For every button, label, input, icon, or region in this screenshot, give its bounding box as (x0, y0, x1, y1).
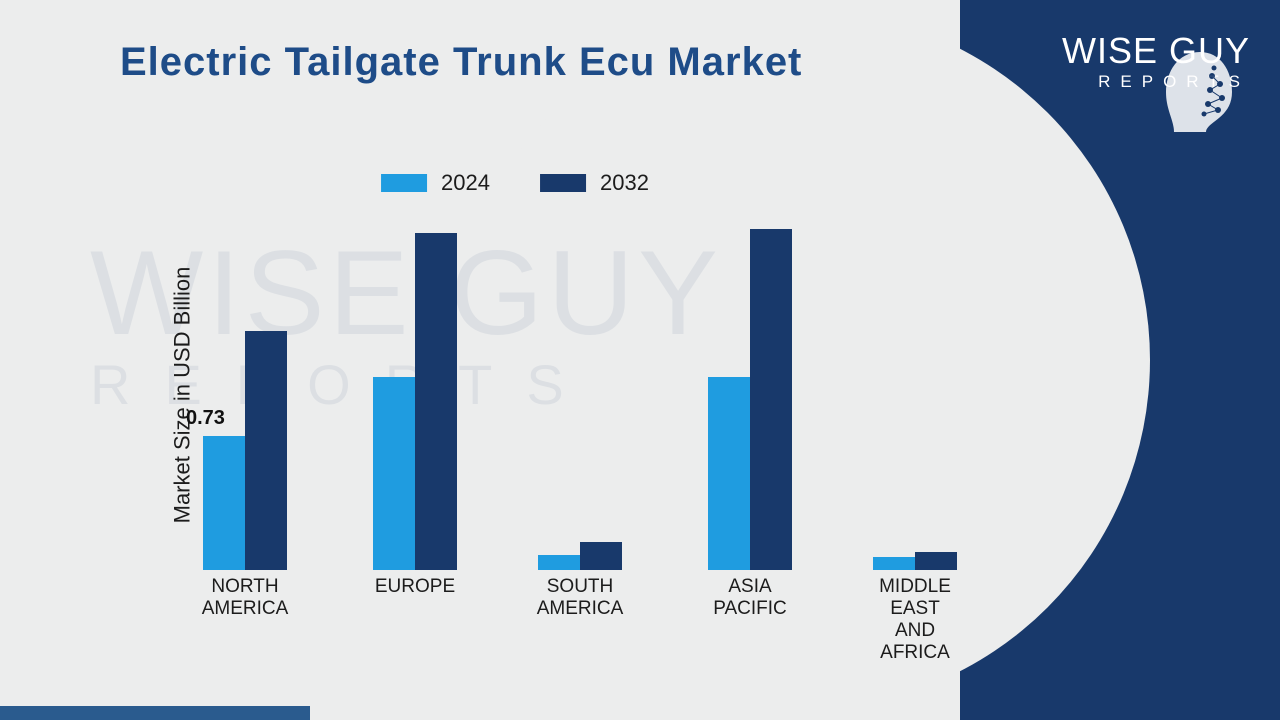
bar-chart: Market Size in USD Billion 2024 2032 NOR… (90, 180, 940, 610)
bar-2032-south_america (580, 542, 622, 570)
brand-head-icon (1160, 48, 1240, 138)
bar-2032-meaf (915, 552, 957, 570)
bar-group-asia_pacific: ASIA PACIFIC (685, 220, 815, 570)
bar-2024-meaf (873, 557, 915, 570)
bar-2024-asia_pacific (708, 377, 750, 570)
legend-swatch-2032 (540, 174, 586, 192)
category-label-south_america: SOUTH AMERICA (510, 570, 650, 620)
bar-group-south_america: SOUTH AMERICA (515, 220, 645, 570)
bar-group-europe: EUROPE (350, 220, 480, 570)
legend-label-2032: 2032 (600, 170, 649, 196)
legend-item-2024: 2024 (381, 170, 490, 196)
bar-2032-europe (415, 233, 457, 570)
bar-2032-asia_pacific (750, 229, 792, 570)
category-label-meaf: MIDDLE EAST AND AFRICA (845, 570, 985, 663)
bottom-accent-bar (0, 706, 310, 720)
bar-2032-north_america (245, 331, 287, 570)
category-label-north_america: NORTH AMERICA (175, 570, 315, 620)
chart-legend: 2024 2032 (381, 170, 649, 196)
chart-plot-area: NORTH AMERICA0.73 EUROPE SOUTH AMERICA ASIA… (150, 220, 940, 570)
legend-swatch-2024 (381, 174, 427, 192)
bar-group-north_america: NORTH AMERICA0.73 (180, 220, 310, 570)
category-label-asia_pacific: ASIA PACIFIC (680, 570, 820, 620)
value-label-north_america: 0.73 (186, 407, 225, 430)
brand-block: WISE GUY REPORTS (1062, 30, 1250, 92)
bar-2024-south_america (538, 555, 580, 570)
bar-2024-europe (373, 377, 415, 570)
legend-item-2032: 2032 (540, 170, 649, 196)
bar-group-meaf: MIDDLE EAST AND AFRICA (850, 220, 980, 570)
legend-label-2024: 2024 (441, 170, 490, 196)
bar-2024-north_america (203, 436, 245, 570)
page-title: Electric Tailgate Trunk Ecu Market (120, 40, 802, 85)
category-label-europe: EUROPE (345, 570, 485, 598)
